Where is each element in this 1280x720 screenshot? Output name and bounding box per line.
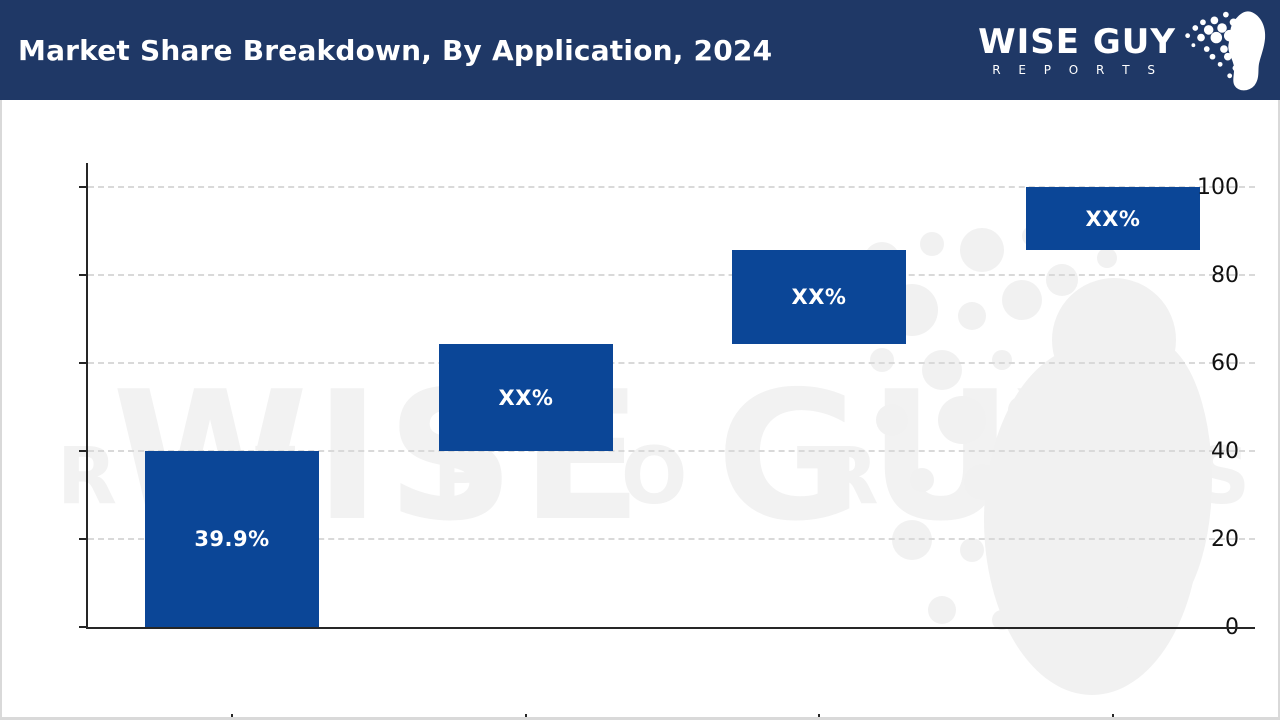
y-tick-0 xyxy=(79,626,86,628)
x-tick-home-security xyxy=(231,714,233,717)
bar-value-label-commercial-security: XX% xyxy=(498,385,554,410)
y-tick-label-20: 20 xyxy=(1211,527,1239,552)
gridline-20 xyxy=(88,538,1255,540)
y-tick-60 xyxy=(79,362,86,364)
chart-canvas: WISE GUY R E P O R T S 0 20 40 60 80 100 39.9%… xyxy=(0,100,1280,720)
bar-home-security: 39.9% xyxy=(145,451,319,627)
y-tick-label-40: 40 xyxy=(1211,439,1239,464)
brand-subtitle: R E P O R T S xyxy=(992,63,1162,77)
brand-face-icon xyxy=(1185,11,1266,91)
bar-value-label-traffic-monitoring: XX% xyxy=(1085,206,1141,231)
y-tick-label-100: 100 xyxy=(1197,175,1239,200)
y-axis-line xyxy=(86,163,88,629)
brand-logo: WISE GUY R E P O R T S xyxy=(978,6,1266,94)
header-bar: Market Share Breakdown, By Application, … xyxy=(0,0,1280,100)
brand-name: WISE GUY xyxy=(978,22,1176,62)
x-tick-industrial-surveillance xyxy=(818,714,820,717)
bar-industrial-surveillance: XX% xyxy=(732,250,906,345)
bar-commercial-security: XX% xyxy=(439,344,613,452)
page-title: Market Share Breakdown, By Application, … xyxy=(18,33,773,67)
y-tick-40 xyxy=(79,450,86,452)
y-tick-20 xyxy=(79,538,86,540)
gridline-60 xyxy=(88,362,1255,364)
bar-value-label-home-security: 39.9% xyxy=(194,527,270,552)
gridline-100 xyxy=(88,186,1255,188)
brand-logo-text: WISE GUY R E P O R T S xyxy=(978,23,1176,77)
x-tick-commercial-security xyxy=(525,714,527,717)
bar-traffic-monitoring: XX% xyxy=(1026,187,1200,251)
gridline-40 xyxy=(88,450,1255,452)
bar-value-label-industrial-surveillance: XX% xyxy=(791,285,847,310)
x-tick-traffic-monitoring xyxy=(1112,714,1114,717)
y-tick-100 xyxy=(79,186,86,188)
gridline-80 xyxy=(88,274,1255,276)
y-tick-label-60: 60 xyxy=(1211,351,1239,376)
y-tick-80 xyxy=(79,274,86,276)
x-axis-line xyxy=(86,627,1255,629)
y-tick-label-80: 80 xyxy=(1211,263,1239,288)
